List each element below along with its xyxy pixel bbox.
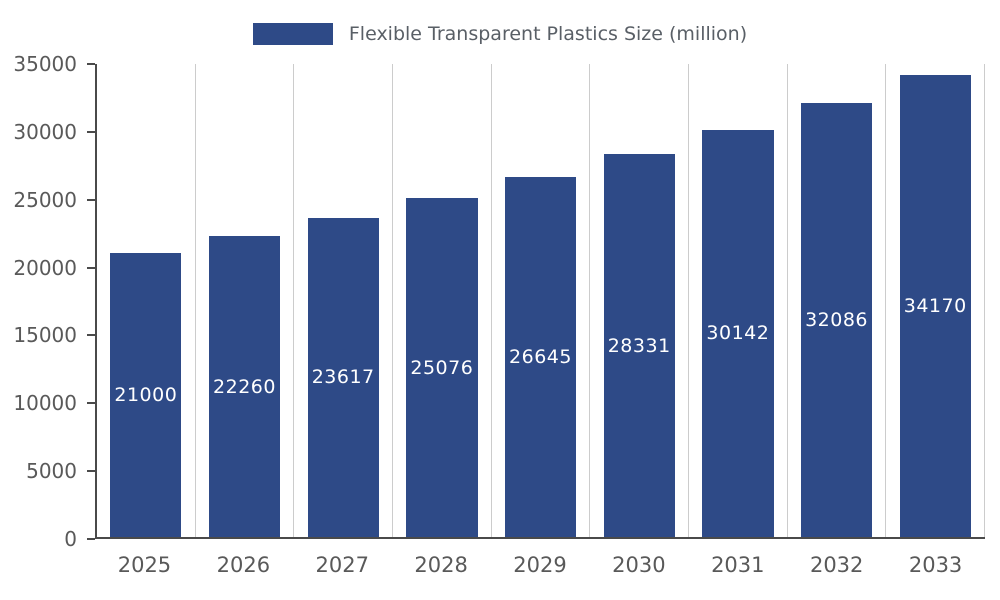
chart-legend: Flexible Transparent Plastics Size (mill… [0, 14, 1000, 54]
bar-value-label: 32086 [805, 309, 869, 332]
x-tick-label: 2026 [216, 553, 271, 577]
y-tick-mark [87, 266, 95, 269]
y-axis: 0 5000 10000 15000 20000 25000 30000 35000 [0, 52, 95, 551]
y-tick-mark [87, 538, 95, 540]
bar-column: 30142 [689, 64, 788, 537]
bar: 34170 [899, 75, 971, 537]
x-axis: 2025 2026 2027 2028 2029 2030 2031 2032 2033 [95, 539, 985, 577]
x-tick-label: 2025 [117, 553, 172, 577]
x-tick-label: 2029 [513, 553, 567, 577]
y-tick-label: 0 [64, 527, 77, 551]
bar: 32086 [800, 103, 873, 537]
plot-region: 0 5000 10000 15000 20000 25000 30000 35000 2100… [0, 52, 986, 551]
bar-column: 32086 [788, 64, 887, 537]
bar-column: 34170 [886, 64, 986, 537]
y-tick-mark [87, 130, 95, 133]
x-axis-spacer [0, 539, 95, 577]
y-tick-mark [87, 402, 95, 405]
y-tick-mark [87, 334, 95, 337]
bar-column: 25076 [393, 64, 492, 537]
bar-column: 22260 [196, 64, 295, 537]
bar: 25076 [406, 198, 478, 537]
y-tick-label: 5000 [26, 459, 77, 484]
bar-column: 26645 [492, 64, 591, 537]
bar-value-label: 21000 [114, 384, 178, 407]
bar-value-label: 26645 [509, 345, 572, 368]
y-tick-mark [87, 470, 95, 473]
bar: 26645 [504, 176, 577, 537]
x-tick-label: 2031 [711, 553, 765, 577]
chart-title: Flexible Transparent Plastics Size (mill… [348, 23, 748, 45]
bar: 22260 [208, 236, 281, 537]
y-tick-label: 35000 [13, 52, 77, 76]
x-tick-label: 2030 [612, 553, 666, 577]
x-axis-row: 2025 2026 2027 2028 2029 2030 2031 2032 2033 [0, 539, 985, 577]
bar-value-label: 28331 [607, 334, 671, 357]
bar: 28331 [603, 154, 675, 537]
bar-value-label: 25076 [410, 356, 474, 379]
x-tick-label: 2027 [315, 553, 369, 577]
bar-column: 23617 [294, 64, 394, 537]
bar: 23617 [307, 217, 379, 537]
bar-column: 21000 [97, 64, 196, 537]
x-tick-label: 2032 [809, 553, 864, 577]
plot-area: 21000 22260 23617 25076 26645 28331 30142 32086… [95, 64, 986, 539]
legend-swatch [252, 23, 333, 45]
y-tick-mark [87, 63, 95, 65]
bar: 30142 [702, 129, 774, 537]
x-tick-label: 2028 [414, 553, 468, 577]
bar-value-label: 22260 [213, 375, 276, 398]
y-tick-label: 25000 [13, 187, 77, 212]
bar-column: 28331 [590, 64, 690, 537]
y-tick-label: 20000 [13, 255, 77, 280]
bar: 21000 [110, 253, 182, 537]
bar-value-label: 23617 [311, 366, 375, 389]
y-tick-label: 15000 [13, 323, 77, 348]
x-tick-label: 2033 [908, 553, 963, 577]
bar-value-label: 34170 [903, 295, 967, 318]
y-tick-label: 30000 [13, 119, 77, 144]
y-tick-label: 10000 [13, 391, 77, 416]
y-tick-mark [87, 198, 95, 201]
bar-value-label: 30142 [706, 322, 770, 345]
